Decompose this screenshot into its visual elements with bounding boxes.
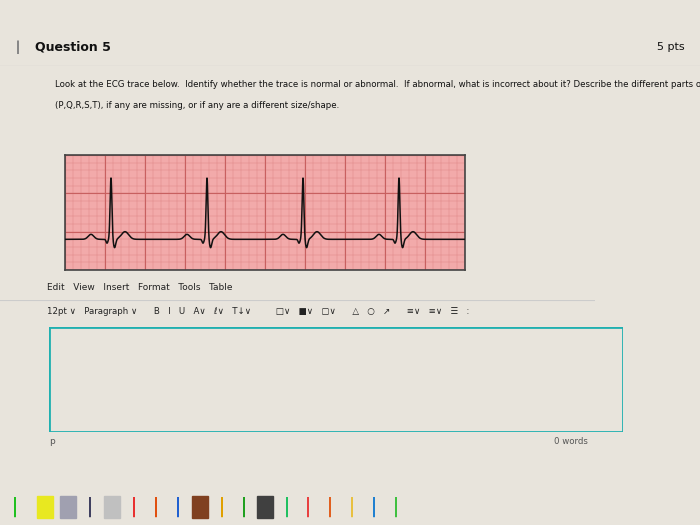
- Bar: [37, 497, 53, 518]
- Bar: [257, 497, 273, 518]
- Text: Question 5: Question 5: [35, 41, 111, 54]
- Bar: [60, 497, 76, 518]
- Bar: [192, 497, 208, 518]
- Bar: [104, 497, 120, 518]
- Text: (P,Q,R,S,T), if any are missing, or if any are a different size/shape.: (P,Q,R,S,T), if any are missing, or if a…: [55, 101, 340, 110]
- Text: 12pt ∨   Paragraph ∨      B   I   U   A∨   ℓ∨   T↓∨         □∨   ■∨   ▢∨      △ : 12pt ∨ Paragraph ∨ B I U A∨ ℓ∨ T↓∨ □∨ ■∨…: [47, 307, 469, 316]
- Text: 5 pts: 5 pts: [657, 42, 685, 52]
- Text: 0 words: 0 words: [554, 437, 588, 446]
- Text: Edit   View   Insert   Format   Tools   Table: Edit View Insert Format Tools Table: [47, 284, 232, 292]
- Text: Look at the ECG trace below.  Identify whether the trace is normal or abnormal. : Look at the ECG trace below. Identify wh…: [55, 80, 700, 89]
- Text: p: p: [49, 437, 55, 446]
